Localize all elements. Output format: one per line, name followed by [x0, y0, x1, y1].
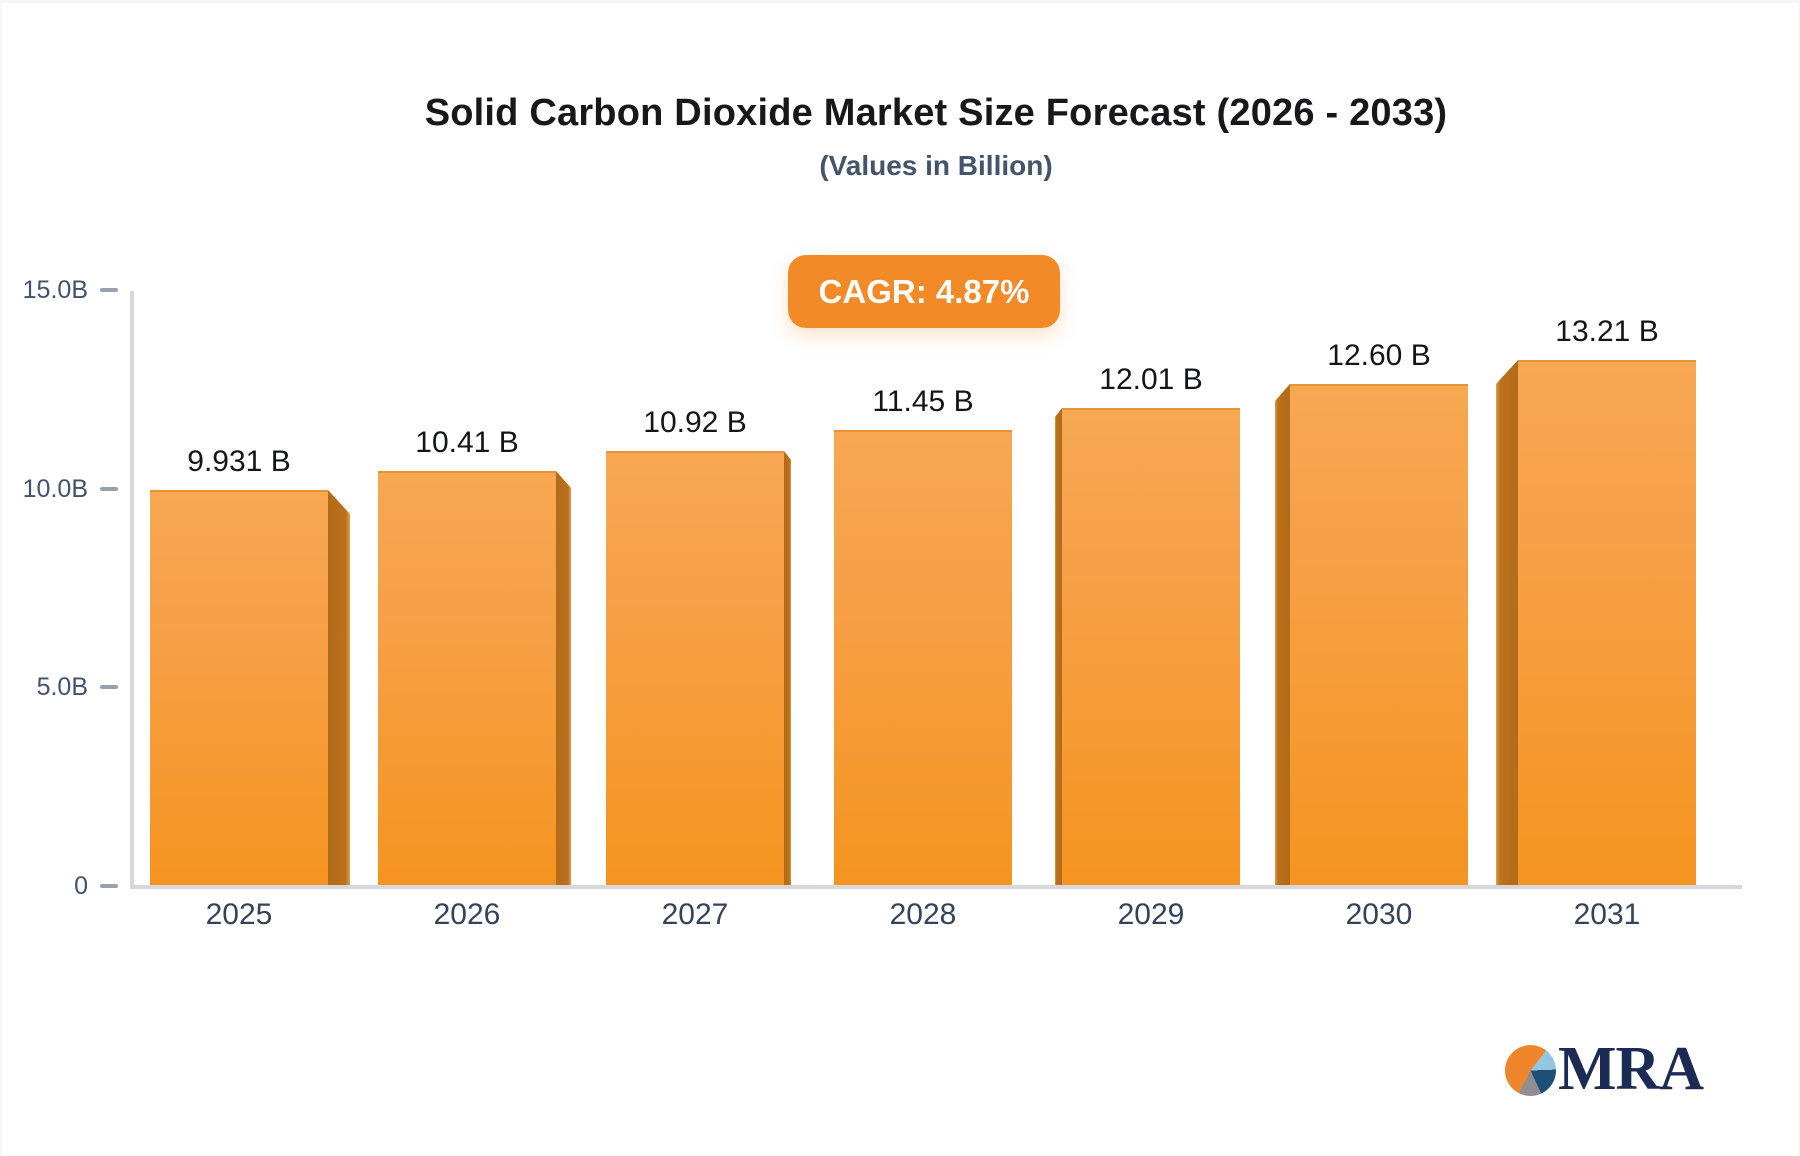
y-axis-tick [100, 884, 118, 888]
bar-2030 [1290, 384, 1468, 885]
brand-logo-text: MRA [1558, 1035, 1704, 1103]
x-axis-category-label: 2027 [661, 898, 729, 931]
y-axis-tick [100, 288, 118, 292]
bar-3d-side-face [328, 490, 350, 885]
bar-2025 [150, 490, 328, 885]
bar-value-label: 13.21 B [1555, 315, 1659, 348]
bar-value-label: 12.60 B [1327, 339, 1431, 372]
bar-2027 [606, 451, 784, 885]
bar-3d-side-face [784, 451, 791, 885]
bar-3d-side-face [556, 471, 571, 885]
bar-2028 [834, 430, 1012, 885]
bar-value-label: 10.92 B [643, 406, 747, 439]
cagr-badge: CAGR: 4.87% [788, 255, 1060, 328]
bar-value-label: 9.931 B [187, 445, 291, 478]
chart-title: Solid Carbon Dioxide Market Size Forecas… [424, 92, 1448, 134]
bar-value-label: 12.01 B [1099, 363, 1203, 396]
y-axis-tick-label: 0 [74, 872, 88, 900]
y-axis-tick-label: 15.0B [22, 276, 88, 304]
bar-3d-side-face [1275, 384, 1290, 885]
y-axis-line [130, 291, 134, 889]
x-axis-category-label: 2030 [1345, 898, 1413, 931]
x-axis-category-label: 2026 [433, 898, 501, 931]
bar-2031 [1518, 360, 1696, 885]
bar-2026 [378, 471, 556, 885]
y-axis-tick-label: 5.0B [36, 673, 88, 702]
bar-2029 [1062, 408, 1240, 885]
x-axis-category-label: 2028 [889, 898, 957, 931]
brand-logo: MRA [1500, 1032, 1760, 1112]
x-axis-category-label: 2025 [205, 898, 273, 931]
bar-value-label: 10.41 B [415, 426, 519, 459]
y-axis-tick-label: 10.0B [22, 474, 88, 503]
y-axis-tick [100, 685, 118, 690]
x-axis-category-label: 2031 [1573, 898, 1641, 931]
bar-value-label: 11.45 B [872, 385, 974, 418]
y-axis-tick [100, 486, 118, 491]
bar-3d-side-face [1055, 408, 1062, 885]
chart-subtitle: (Values in Billion) [819, 150, 1053, 181]
pie-chart-logo-icon [1505, 1045, 1556, 1096]
x-axis-line [130, 885, 1742, 889]
bar-3d-side-face [1496, 360, 1518, 885]
x-axis-category-label: 2029 [1117, 898, 1185, 931]
